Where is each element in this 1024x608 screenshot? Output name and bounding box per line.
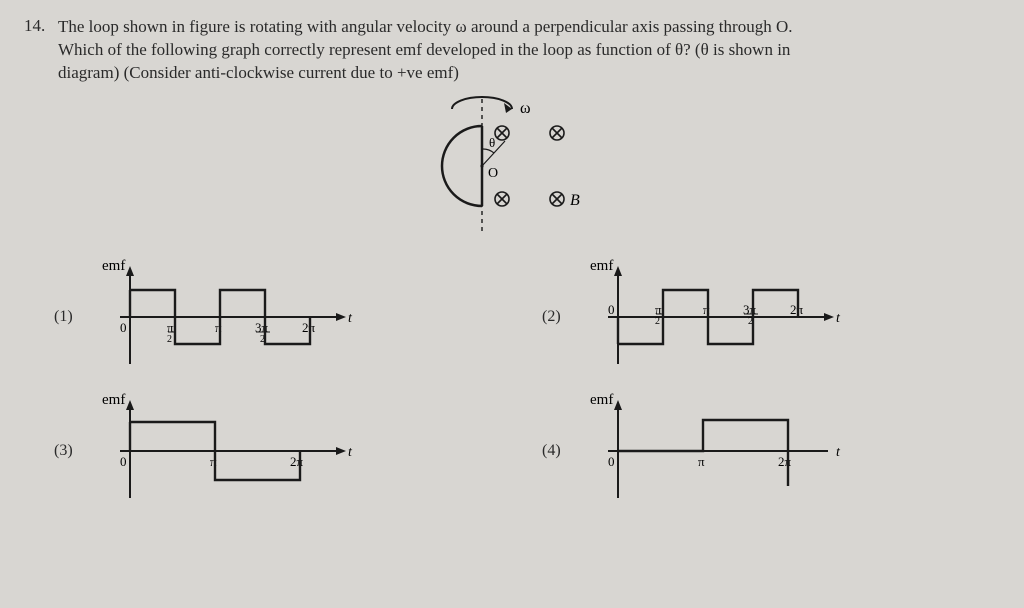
- svg-text:0: 0: [120, 454, 127, 469]
- origin-label: O: [488, 166, 498, 181]
- q-line2: Which of the following graph correctly r…: [58, 40, 790, 59]
- xlabel-3: t: [348, 445, 353, 460]
- svg-text:3π: 3π: [255, 320, 269, 335]
- theta-label: θ: [489, 135, 495, 150]
- xlabel-1: t: [348, 311, 353, 326]
- xlabel-2: t: [836, 311, 841, 326]
- svg-text:2π: 2π: [302, 320, 316, 335]
- question-text: The loop shown in figure is rotating wit…: [58, 16, 792, 85]
- option-2: (2) emf t 0 π2 π 3π2 2π: [542, 252, 970, 382]
- option-2-num: (2): [542, 308, 568, 326]
- ylabel-4: emf: [590, 392, 613, 408]
- ylabel-3: emf: [102, 392, 125, 408]
- q-line3: diagram) (Consider anti-clockwise curren…: [58, 63, 459, 82]
- option-3: (3) emf t 0 π 2π: [54, 386, 482, 516]
- ylabel-2: emf: [590, 258, 613, 274]
- option-4-num: (4): [542, 442, 568, 460]
- svg-text:2: 2: [167, 334, 172, 345]
- options-grid: (1) emf t 0 π2 π 3π2 2π (2) emf: [24, 252, 1000, 516]
- svg-text:2π: 2π: [790, 302, 804, 317]
- ylabel-1: emf: [102, 258, 125, 274]
- svg-text:π: π: [655, 302, 662, 317]
- svg-text:π: π: [698, 454, 705, 469]
- question-row: 14. The loop shown in figure is rotating…: [24, 16, 1000, 85]
- option-3-graph: emf t 0 π 2π: [90, 386, 360, 516]
- rotating-loop-svg: ω θ O B: [382, 91, 642, 241]
- svg-text:0: 0: [608, 454, 615, 469]
- xlabel-4: t: [836, 445, 841, 460]
- option-1-graph: emf t 0 π2 π 3π2 2π: [90, 252, 360, 382]
- question-number: 14.: [24, 16, 50, 36]
- option-2-graph: emf t 0 π2 π 3π2 2π: [578, 252, 848, 382]
- svg-text:2π: 2π: [290, 454, 304, 469]
- svg-text:0: 0: [608, 302, 615, 317]
- option-1: (1) emf t 0 π2 π 3π2 2π: [54, 252, 482, 382]
- svg-text:π: π: [167, 320, 174, 335]
- svg-text:3π: 3π: [743, 302, 757, 317]
- svg-text:2π: 2π: [778, 454, 792, 469]
- field-label: B: [570, 192, 580, 209]
- option-3-num: (3): [54, 442, 80, 460]
- option-4-graph: emf t 0 π 2π: [578, 386, 848, 516]
- svg-text:2: 2: [655, 316, 660, 327]
- q-line1: The loop shown in figure is rotating wit…: [58, 17, 792, 36]
- option-1-num: (1): [54, 308, 80, 326]
- center-figure: ω θ O B: [24, 91, 1000, 246]
- option-4: (4) emf t 0 π 2π: [542, 386, 970, 516]
- svg-text:0: 0: [120, 320, 127, 335]
- omega-label: ω: [520, 100, 531, 117]
